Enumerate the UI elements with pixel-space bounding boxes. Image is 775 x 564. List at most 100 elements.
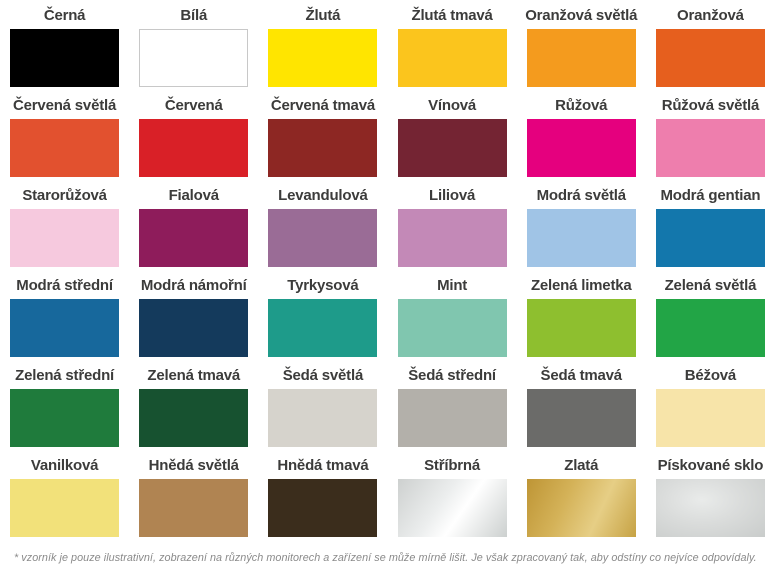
color-swatch-cell: Šedá světlá <box>258 366 387 447</box>
color-swatch-cell: Hnědá tmavá <box>258 456 387 537</box>
color-swatch-36 <box>655 479 765 537</box>
swatch-label: Oranžová světlá <box>525 7 638 24</box>
color-swatch-cell: Zelená střední <box>0 366 129 447</box>
color-swatch-20 <box>139 299 249 357</box>
color-swatch-cell: Starorůžová <box>0 186 129 267</box>
color-swatch-25 <box>10 389 120 447</box>
swatch-label: Zelená střední <box>15 367 115 384</box>
color-swatch-18 <box>655 209 765 267</box>
color-swatch-10 <box>397 119 507 177</box>
color-swatch-8 <box>139 119 249 177</box>
color-swatch-26 <box>139 389 249 447</box>
swatch-label: Červená <box>164 97 223 114</box>
color-swatch-9 <box>268 119 378 177</box>
swatch-label: Béžová <box>684 367 737 384</box>
swatch-label: Zlatá <box>564 457 599 474</box>
color-swatch-cell: Zelená tmavá <box>129 366 258 447</box>
swatch-label: Pískované sklo <box>657 457 764 474</box>
color-swatch-29 <box>526 389 636 447</box>
color-swatch-cell: Červená <box>129 96 258 177</box>
swatch-label: Šedá střední <box>408 367 496 384</box>
color-swatch-cell: Fialová <box>129 186 258 267</box>
swatch-label: Hnědá světlá <box>148 457 239 474</box>
color-swatch-cell: Modrá světlá <box>517 186 646 267</box>
swatch-label: Žlutá tmavá <box>411 7 493 24</box>
color-swatch-33 <box>268 479 378 537</box>
swatch-label: Fialová <box>168 187 219 204</box>
color-swatch-cell: Hnědá světlá <box>129 456 258 537</box>
color-swatch-cell: Stříbrná <box>388 456 517 537</box>
swatch-label: Modrá světlá <box>536 187 627 204</box>
color-swatch-27 <box>268 389 378 447</box>
color-swatch-11 <box>526 119 636 177</box>
color-swatch-cell: Zelená světlá <box>646 276 775 357</box>
swatch-label: Růžová <box>555 97 608 114</box>
swatch-label: Červená tmavá <box>270 97 375 114</box>
color-swatch-cell: Levandulová <box>258 186 387 267</box>
swatch-label: Bílá <box>180 7 208 24</box>
color-swatch-5 <box>526 29 636 87</box>
color-swatch-6 <box>655 29 765 87</box>
disclaimer-footnote: * vzorník je pouze ilustrativní, zobraze… <box>14 552 757 564</box>
color-swatch-cell: Růžová <box>517 96 646 177</box>
swatch-label: Levandulová <box>278 187 368 204</box>
swatch-label: Zelená světlá <box>664 277 757 294</box>
color-swatch-cell: Zlatá <box>517 456 646 537</box>
color-swatch-grid: Černá Bílá Žlutá Žlutá tmavá Oranžová sv… <box>0 6 775 537</box>
color-swatch-34 <box>397 479 507 537</box>
color-swatch-30 <box>655 389 765 447</box>
swatch-label: Modrá gentian <box>660 187 761 204</box>
color-swatch-2 <box>139 29 249 87</box>
color-swatch-1 <box>10 29 120 87</box>
color-swatch-cell: Růžová světlá <box>646 96 775 177</box>
color-swatch-23 <box>526 299 636 357</box>
swatch-label: Tyrkysová <box>287 277 359 294</box>
color-swatch-cell: Vínová <box>388 96 517 177</box>
swatch-label: Stříbrná <box>424 457 481 474</box>
swatch-label: Šedá tmavá <box>540 367 623 384</box>
swatch-label: Modrá střední <box>16 277 113 294</box>
color-swatch-cell: Mint <box>388 276 517 357</box>
color-swatch-7 <box>10 119 120 177</box>
color-swatch-cell: Šedá tmavá <box>517 366 646 447</box>
swatch-label: Mint <box>437 277 468 294</box>
color-swatch-28 <box>397 389 507 447</box>
swatch-label: Liliová <box>429 187 476 204</box>
color-swatch-cell: Červená světlá <box>0 96 129 177</box>
swatch-label: Žlutá <box>305 7 341 24</box>
swatch-label: Oranžová <box>677 7 744 24</box>
swatch-label: Zelená tmavá <box>147 367 241 384</box>
swatch-label: Starorůžová <box>22 187 107 204</box>
color-swatch-cell: Modrá střední <box>0 276 129 357</box>
color-swatch-cell: Žlutá tmavá <box>388 6 517 87</box>
swatch-label: Vínová <box>428 97 477 114</box>
color-swatch-cell: Červená tmavá <box>258 96 387 177</box>
color-swatch-cell: Modrá gentian <box>646 186 775 267</box>
color-swatch-cell: Béžová <box>646 366 775 447</box>
swatch-label: Červená světlá <box>13 97 117 114</box>
color-swatch-4 <box>397 29 507 87</box>
color-swatch-cell: Šedá střední <box>388 366 517 447</box>
color-swatch-24 <box>655 299 765 357</box>
swatch-label: Vanilková <box>30 457 99 474</box>
color-swatch-32 <box>139 479 249 537</box>
swatch-label: Modrá námořní <box>140 277 247 294</box>
swatch-label: Růžová světlá <box>661 97 760 114</box>
color-swatch-cell: Černá <box>0 6 129 87</box>
color-swatch-14 <box>139 209 249 267</box>
color-swatch-19 <box>10 299 120 357</box>
color-swatch-cell: Oranžová <box>646 6 775 87</box>
swatch-label: Černá <box>43 7 86 24</box>
color-swatch-3 <box>268 29 378 87</box>
color-swatch-cell: Žlutá <box>258 6 387 87</box>
color-swatch-15 <box>268 209 378 267</box>
swatch-label: Hnědá tmavá <box>277 457 369 474</box>
color-swatch-cell: Zelená limetka <box>517 276 646 357</box>
swatch-label: Šedá světlá <box>282 367 364 384</box>
color-swatch-cell: Pískované sklo <box>646 456 775 537</box>
color-swatch-cell: Bílá <box>129 6 258 87</box>
color-swatch-cell: Tyrkysová <box>258 276 387 357</box>
color-swatch-13 <box>10 209 120 267</box>
color-swatch-16 <box>397 209 507 267</box>
